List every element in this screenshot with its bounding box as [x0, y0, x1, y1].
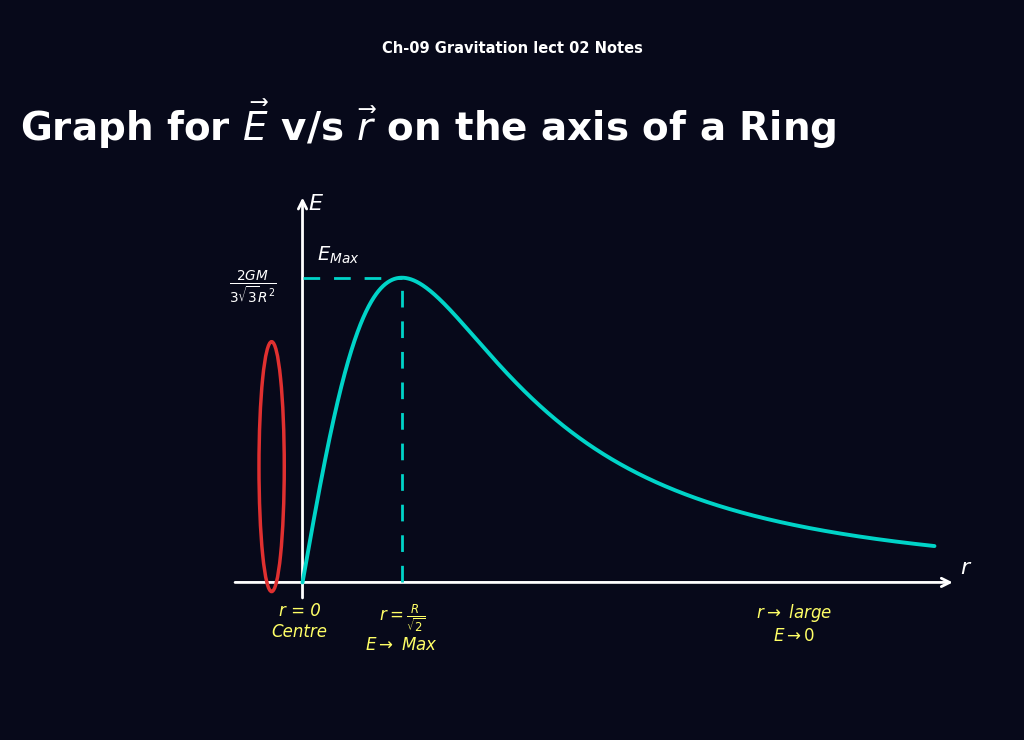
Text: $\frac{2GM}{3\sqrt{3}R^2}$: $\frac{2GM}{3\sqrt{3}R^2}$	[229, 268, 278, 306]
Text: $r = \frac{R}{\sqrt{2}}$
$E \rightarrow$ Max: $r = \frac{R}{\sqrt{2}}$ $E \rightarrow$…	[366, 602, 438, 654]
Text: $E_{Max}$: $E_{Max}$	[316, 244, 359, 266]
Text: r = 0
Centre: r = 0 Centre	[271, 602, 328, 641]
Text: Ch-09 Gravitation lect 02 Notes: Ch-09 Gravitation lect 02 Notes	[382, 41, 642, 56]
Text: E: E	[308, 194, 323, 214]
Text: $r \rightarrow$ large
$E \rightarrow 0$: $r \rightarrow$ large $E \rightarrow 0$	[756, 602, 833, 645]
Text: r: r	[959, 559, 969, 579]
Text: Graph for $\vec{E}$ v/s $\vec{r}$ on the axis of a Ring: Graph for $\vec{E}$ v/s $\vec{r}$ on the…	[20, 97, 837, 151]
